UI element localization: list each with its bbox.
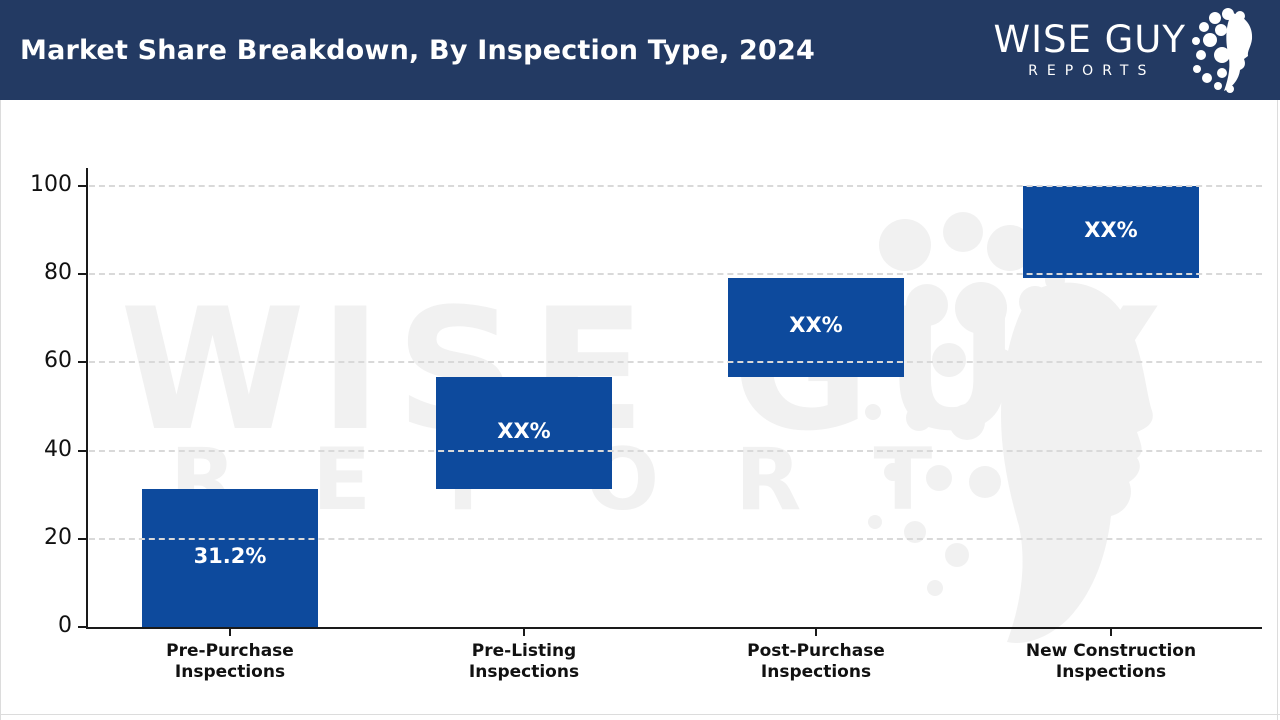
category-label: Pre-Purchase Inspections <box>166 641 294 683</box>
bar-value-label: XX% <box>497 418 551 443</box>
wise-guy-reports-logo: WISE GUY REPORTS <box>994 7 1254 93</box>
x-tick <box>815 629 817 636</box>
y-tick <box>78 449 86 452</box>
header: Market Share Breakdown, By Inspection Ty… <box>0 0 1280 100</box>
bar-value-label: XX% <box>789 313 843 338</box>
y-tick <box>78 626 86 628</box>
page-title: Market Share Breakdown, By Inspection Ty… <box>20 34 815 66</box>
y-tick-label: 60 <box>44 348 72 374</box>
category-label: Post-Purchase Inspections <box>747 641 885 683</box>
x-axis-line <box>86 627 1262 629</box>
page-left-border <box>0 0 1 720</box>
y-tick-label: 40 <box>44 436 72 462</box>
y-tick <box>78 537 86 540</box>
y-tick <box>78 361 86 364</box>
x-tick <box>1110 629 1112 636</box>
watermark-reports: REPORTS <box>170 430 1147 530</box>
bar-value-label: XX% <box>1084 217 1138 242</box>
y-tick <box>78 273 86 276</box>
gridline <box>89 449 1262 452</box>
logo-text: WISE GUY REPORTS <box>994 21 1186 79</box>
page-bottom-border <box>0 714 1280 715</box>
y-tick-label: 0 <box>58 613 72 638</box>
gridline <box>89 273 1262 276</box>
bar-value-label: 31.2% <box>193 544 267 569</box>
y-tick-label: 80 <box>44 260 72 286</box>
dotted-head-profile-icon <box>1192 8 1253 93</box>
gridline <box>89 361 1262 364</box>
bar-segment <box>142 489 318 627</box>
bar-segment <box>728 277 904 377</box>
x-tick <box>229 629 231 636</box>
y-tick <box>78 185 86 187</box>
gridline <box>89 185 1262 187</box>
category-label: New Construction Inspections <box>1025 641 1197 683</box>
x-tick <box>523 629 525 636</box>
y-tick-label: 100 <box>30 172 72 197</box>
y-axis-line <box>86 168 88 629</box>
bar-segment <box>436 376 612 490</box>
page-right-border <box>1277 0 1278 720</box>
gridline <box>89 537 1262 540</box>
bar-segment <box>1023 186 1199 278</box>
category-label: Pre-Listing Inspections <box>468 641 580 683</box>
y-tick-label: 20 <box>44 524 72 550</box>
logo-wordmark: WISE GUY <box>993 18 1186 61</box>
logo-reports-label: REPORTS <box>1028 63 1156 79</box>
